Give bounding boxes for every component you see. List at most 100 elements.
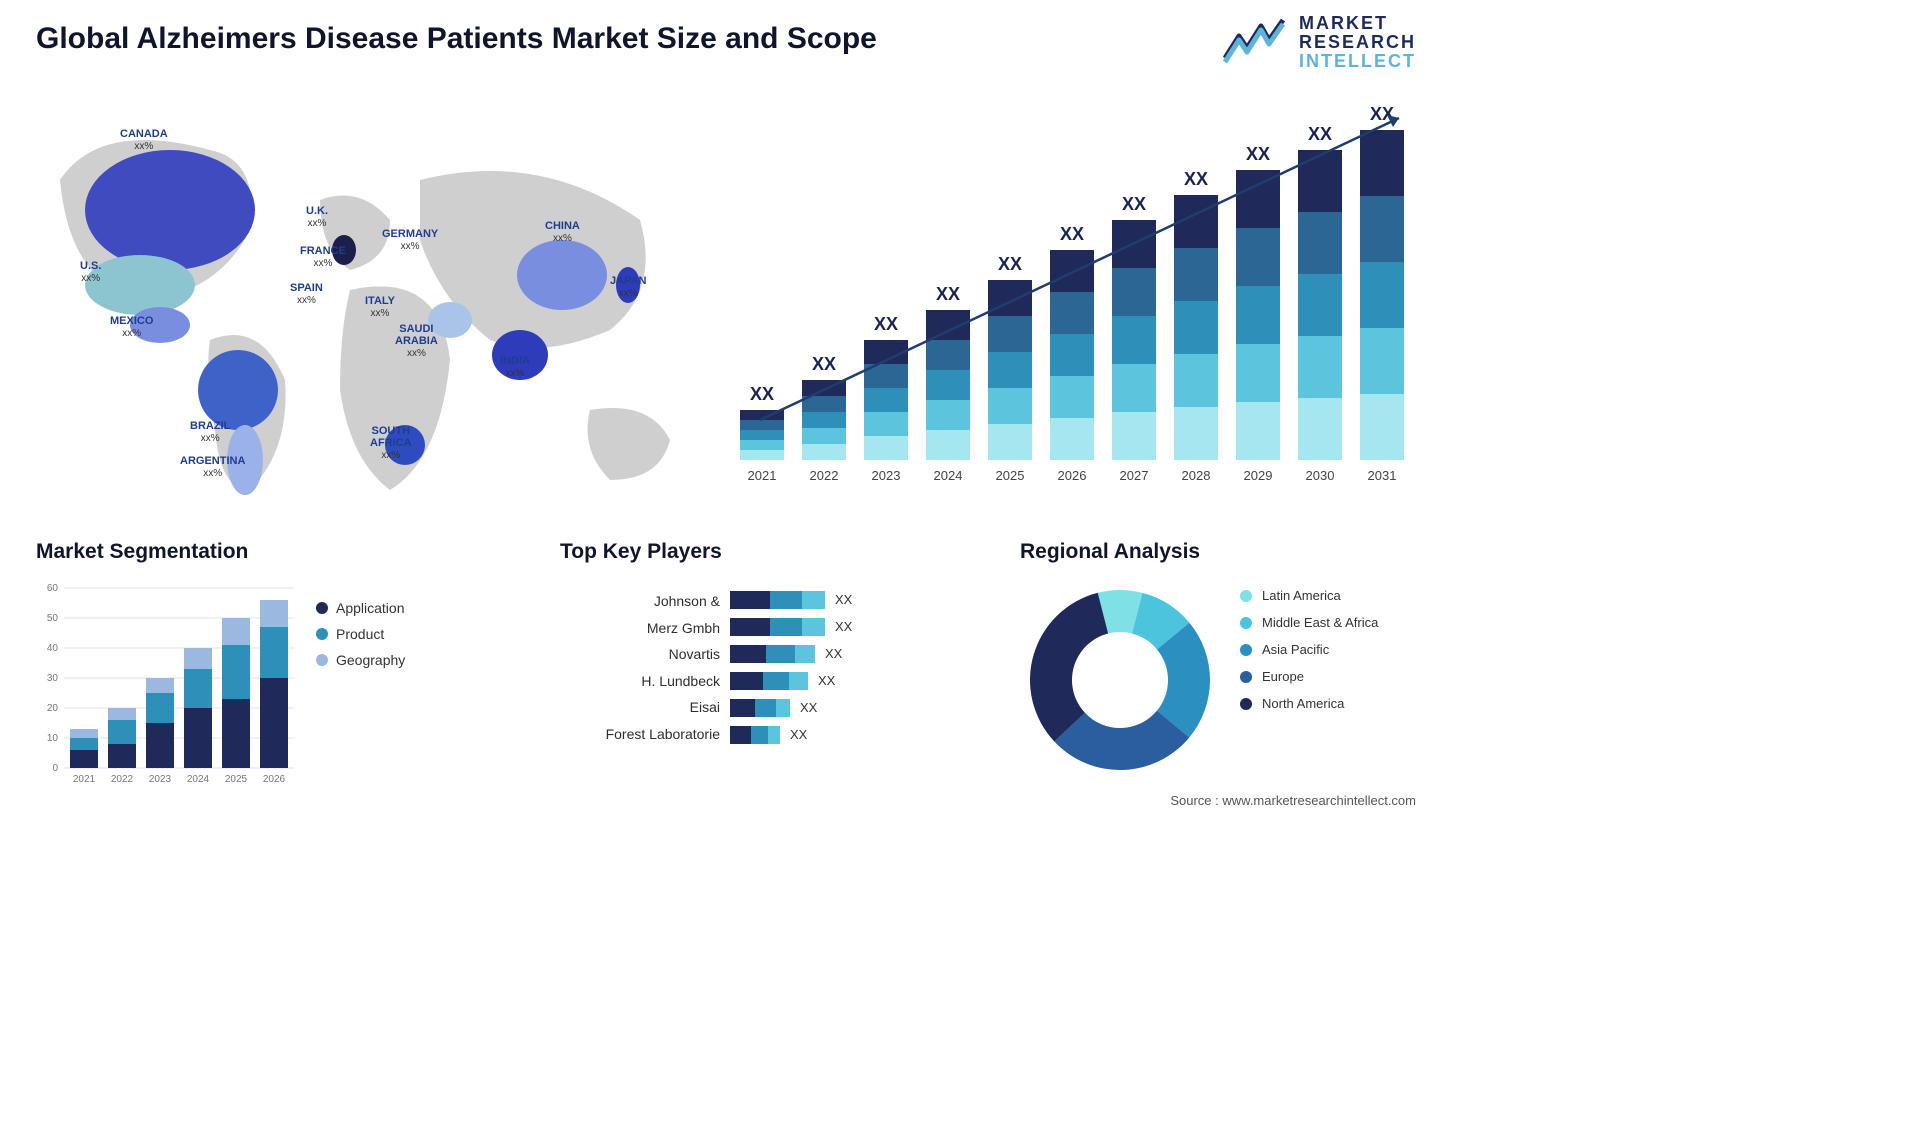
player-bar-segment bbox=[730, 591, 770, 609]
svg-text:XX: XX bbox=[874, 314, 898, 334]
segmentation-legend-item: Application bbox=[316, 600, 456, 616]
legend-label: Geography bbox=[336, 652, 405, 668]
player-name: Merz Gmbh bbox=[560, 615, 720, 642]
player-bar-segment bbox=[770, 591, 802, 609]
regional-legend-item: Asia Pacific bbox=[1240, 642, 1420, 657]
map-label-italy: ITALYxx% bbox=[365, 295, 395, 319]
svg-text:2021: 2021 bbox=[73, 774, 96, 785]
svg-text:2025: 2025 bbox=[225, 774, 248, 785]
regional-analysis-title: Regional Analysis bbox=[1020, 540, 1430, 564]
player-bar-row: XX bbox=[730, 613, 990, 640]
svg-text:2024: 2024 bbox=[934, 468, 963, 483]
player-bar bbox=[730, 591, 825, 609]
svg-text:2030: 2030 bbox=[1306, 468, 1335, 483]
svg-text:20: 20 bbox=[47, 703, 59, 714]
legend-label: North America bbox=[1262, 696, 1344, 711]
svg-text:XX: XX bbox=[812, 354, 836, 374]
segmentation-legend-item: Geography bbox=[316, 652, 456, 668]
player-bar-segment bbox=[755, 699, 775, 717]
player-bar-segment bbox=[730, 645, 766, 663]
legend-dot-icon bbox=[1240, 671, 1252, 683]
map-label-mexico: MEXICOxx% bbox=[110, 315, 153, 339]
map-label-france: FRANCExx% bbox=[300, 245, 346, 269]
svg-text:0: 0 bbox=[52, 763, 58, 774]
svg-text:2022: 2022 bbox=[111, 774, 134, 785]
segmentation-legend: Application Product Geography bbox=[316, 600, 456, 678]
map-label-spain: SPAINxx% bbox=[290, 282, 323, 306]
segmentation-title: Market Segmentation bbox=[36, 540, 466, 564]
player-bar-segment bbox=[730, 672, 763, 690]
player-bar-row: XX bbox=[730, 694, 990, 721]
page-title: Global Alzheimers Disease Patients Marke… bbox=[36, 22, 877, 56]
svg-text:XX: XX bbox=[1060, 224, 1084, 244]
map-label-germany: GERMANYxx% bbox=[382, 228, 438, 252]
player-bar-segment bbox=[751, 726, 768, 744]
svg-text:2021: 2021 bbox=[748, 468, 777, 483]
player-value: XX bbox=[800, 700, 817, 715]
map-label-argentina: ARGENTINAxx% bbox=[180, 455, 245, 479]
player-name: Novartis bbox=[560, 641, 720, 668]
segmentation-legend-item: Product bbox=[316, 626, 456, 642]
market-size-chart: XX2021XX2022XX2023XX2024XX2025XX2026XX20… bbox=[730, 100, 1420, 500]
legend-label: Latin America bbox=[1262, 588, 1341, 603]
player-bar bbox=[730, 672, 808, 690]
legend-label: Application bbox=[336, 600, 405, 616]
logo-text-2: RESEARCH bbox=[1299, 33, 1416, 52]
logo-mark-icon bbox=[1223, 18, 1287, 66]
player-name: Johnson & bbox=[560, 588, 720, 615]
player-bar-segment bbox=[730, 726, 751, 744]
key-players-names: Johnson &Merz GmbhNovartisH. LundbeckEis… bbox=[560, 588, 720, 748]
brand-logo: MARKET RESEARCH INTELLECT bbox=[1223, 14, 1416, 71]
legend-dot-icon bbox=[1240, 590, 1252, 602]
regional-legend-item: Latin America bbox=[1240, 588, 1420, 603]
map-label-brazil: BRAZILxx% bbox=[190, 420, 230, 444]
segmentation-section: Market Segmentation 01020304050602021202… bbox=[36, 540, 466, 790]
player-bar-segment bbox=[768, 726, 780, 744]
player-bar bbox=[730, 699, 790, 717]
player-bar bbox=[730, 726, 780, 744]
player-bar-row: XX bbox=[730, 640, 990, 667]
map-label-uk: U.K.xx% bbox=[306, 205, 328, 229]
svg-text:2026: 2026 bbox=[1058, 468, 1087, 483]
player-bar-row: XX bbox=[730, 721, 990, 748]
player-bar-row: XX bbox=[730, 667, 990, 694]
svg-text:XX: XX bbox=[1122, 194, 1146, 214]
legend-label: Product bbox=[336, 626, 384, 642]
player-name: Forest Laboratorie bbox=[560, 721, 720, 748]
player-value: XX bbox=[835, 619, 852, 634]
svg-text:XX: XX bbox=[998, 254, 1022, 274]
svg-text:10: 10 bbox=[47, 733, 59, 744]
player-bar-segment bbox=[789, 672, 808, 690]
key-players-section: Top Key Players Johnson &Merz GmbhNovart… bbox=[560, 540, 1000, 790]
svg-text:XX: XX bbox=[750, 384, 774, 404]
player-bar bbox=[730, 645, 815, 663]
key-players-bars: XXXXXXXXXXXX bbox=[730, 586, 990, 748]
regional-legend-item: Europe bbox=[1240, 669, 1420, 684]
svg-text:2031: 2031 bbox=[1368, 468, 1397, 483]
svg-text:2024: 2024 bbox=[187, 774, 210, 785]
map-label-saudiarabia: SAUDIARABIAxx% bbox=[395, 323, 438, 359]
svg-text:XX: XX bbox=[1246, 144, 1270, 164]
svg-text:2023: 2023 bbox=[872, 468, 901, 483]
player-name: H. Lundbeck bbox=[560, 668, 720, 695]
legend-label: Middle East & Africa bbox=[1262, 615, 1378, 630]
svg-text:2027: 2027 bbox=[1120, 468, 1149, 483]
regional-legend: Latin America Middle East & Africa Asia Pa… bbox=[1240, 588, 1420, 723]
player-bar-segment bbox=[766, 645, 795, 663]
map-label-us: U.S.xx% bbox=[80, 260, 101, 284]
legend-dot-icon bbox=[1240, 644, 1252, 656]
svg-text:50: 50 bbox=[47, 613, 59, 624]
player-bar bbox=[730, 618, 825, 636]
svg-text:30: 30 bbox=[47, 673, 59, 684]
player-value: XX bbox=[825, 646, 842, 661]
legend-dot-icon bbox=[1240, 617, 1252, 629]
logo-text-3: INTELLECT bbox=[1299, 52, 1416, 71]
player-value: XX bbox=[818, 673, 835, 688]
player-bar-segment bbox=[730, 699, 755, 717]
regional-legend-item: Middle East & Africa bbox=[1240, 615, 1420, 630]
svg-text:XX: XX bbox=[1184, 169, 1208, 189]
svg-text:60: 60 bbox=[47, 583, 59, 594]
player-bar-segment bbox=[730, 618, 770, 636]
player-bar-row: XX bbox=[730, 586, 990, 613]
regional-analysis-section: Regional Analysis Latin America Middle Ea… bbox=[1020, 540, 1430, 790]
